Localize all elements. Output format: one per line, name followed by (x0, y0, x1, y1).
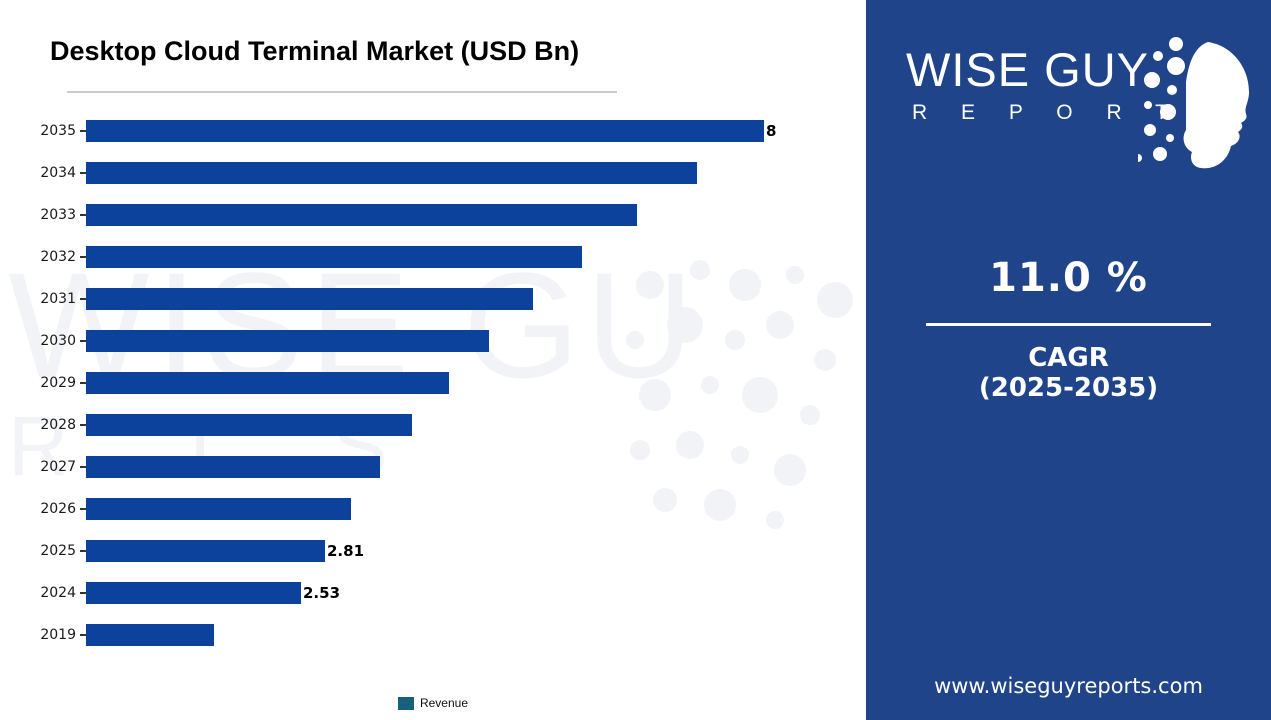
revenue-bar (86, 162, 697, 184)
revenue-bar (86, 120, 764, 142)
title-underline (67, 91, 617, 93)
bar-row: 2025 2.81 (0, 530, 866, 572)
legend-swatch-icon (397, 696, 414, 710)
bar-row: 2019 (0, 614, 866, 656)
bar-row: 2027 (0, 446, 866, 488)
legend-label: Revenue (419, 696, 469, 710)
year-tick-label: 2031 (40, 291, 76, 307)
bar-chart: 2035 8 2034 2033 2032 2031 2030 2029 2028 2027 202… (0, 110, 866, 656)
website-url: www.wiseguyreports.com (934, 674, 1203, 698)
year-tick-label: 2030 (40, 333, 76, 349)
bar-value-label: 2.53 (303, 584, 341, 602)
year-tick-label: 2033 (40, 207, 76, 223)
year-tick-label: 2026 (40, 501, 76, 517)
year-tick-label: 2032 (40, 249, 76, 265)
year-tick-label: 2027 (40, 459, 76, 475)
revenue-bar (86, 414, 412, 436)
revenue-bar (86, 246, 582, 268)
year-tick-label: 2035 (40, 123, 76, 139)
revenue-bar (86, 624, 214, 646)
chart-legend: Revenue (0, 696, 866, 710)
year-tick-label: 2024 (40, 585, 76, 601)
year-tick-label: 2025 (40, 543, 76, 559)
revenue-bar (86, 330, 489, 352)
brand-subname: R E P O R T S (912, 101, 1230, 124)
axis-tick (80, 130, 86, 132)
revenue-bar (86, 288, 533, 310)
year-tick-label: 2019 (40, 627, 76, 643)
revenue-bar (86, 204, 637, 226)
cagr-period: (2025-2035) (978, 372, 1159, 403)
revenue-bar (86, 498, 351, 520)
bar-row: 2026 (0, 488, 866, 530)
bar-row: 2029 (0, 362, 866, 404)
axis-tick (80, 214, 86, 216)
bar-row: 2030 (0, 320, 866, 362)
brand-head-icon (1138, 37, 1250, 169)
brand-sidebar: WISE GUY R E P O R T S 11.0 % CAGR (2025… (866, 0, 1271, 720)
bar-row: 2033 (0, 194, 866, 236)
cagr-block: 11.0 % CAGR (2025-2035) (866, 255, 1271, 404)
year-tick-label: 2028 (40, 417, 76, 433)
bar-row: 2035 8 (0, 110, 866, 152)
axis-tick (80, 382, 86, 384)
bar-value-label: 2.81 (327, 542, 365, 560)
axis-tick (80, 550, 86, 552)
cagr-label: CAGR (1028, 343, 1109, 373)
year-tick-label: 2029 (40, 375, 76, 391)
bar-row: 2032 (0, 236, 866, 278)
axis-tick (80, 592, 86, 594)
bar-row: 2024 2.53 (0, 572, 866, 614)
bar-row: 2031 (0, 278, 866, 320)
revenue-bar (86, 582, 301, 604)
chart-panel: WISE GU R T S Desktop Cloud Terminal Mar… (0, 36, 866, 710)
axis-tick (80, 466, 86, 468)
revenue-bar (86, 540, 325, 562)
axis-tick (80, 298, 86, 300)
brand-name: WISE GUY (906, 43, 1150, 96)
axis-tick (80, 424, 86, 426)
cagr-divider-line (926, 323, 1211, 326)
year-tick-label: 2034 (40, 165, 76, 181)
chart-title: Desktop Cloud Terminal Market (USD Bn) (50, 36, 580, 66)
axis-tick (80, 172, 86, 174)
revenue-bar (86, 456, 380, 478)
axis-tick (80, 256, 86, 258)
axis-tick (80, 634, 86, 636)
axis-tick (80, 340, 86, 342)
bar-value-label: 8 (766, 122, 777, 140)
axis-tick (80, 508, 86, 510)
cagr-value: 11.0 % (989, 255, 1148, 301)
brand-logo: WISE GUY R E P O R T S (906, 37, 1250, 172)
bar-row: 2034 (0, 152, 866, 194)
revenue-bar (86, 372, 449, 394)
bar-row: 2028 (0, 404, 866, 446)
